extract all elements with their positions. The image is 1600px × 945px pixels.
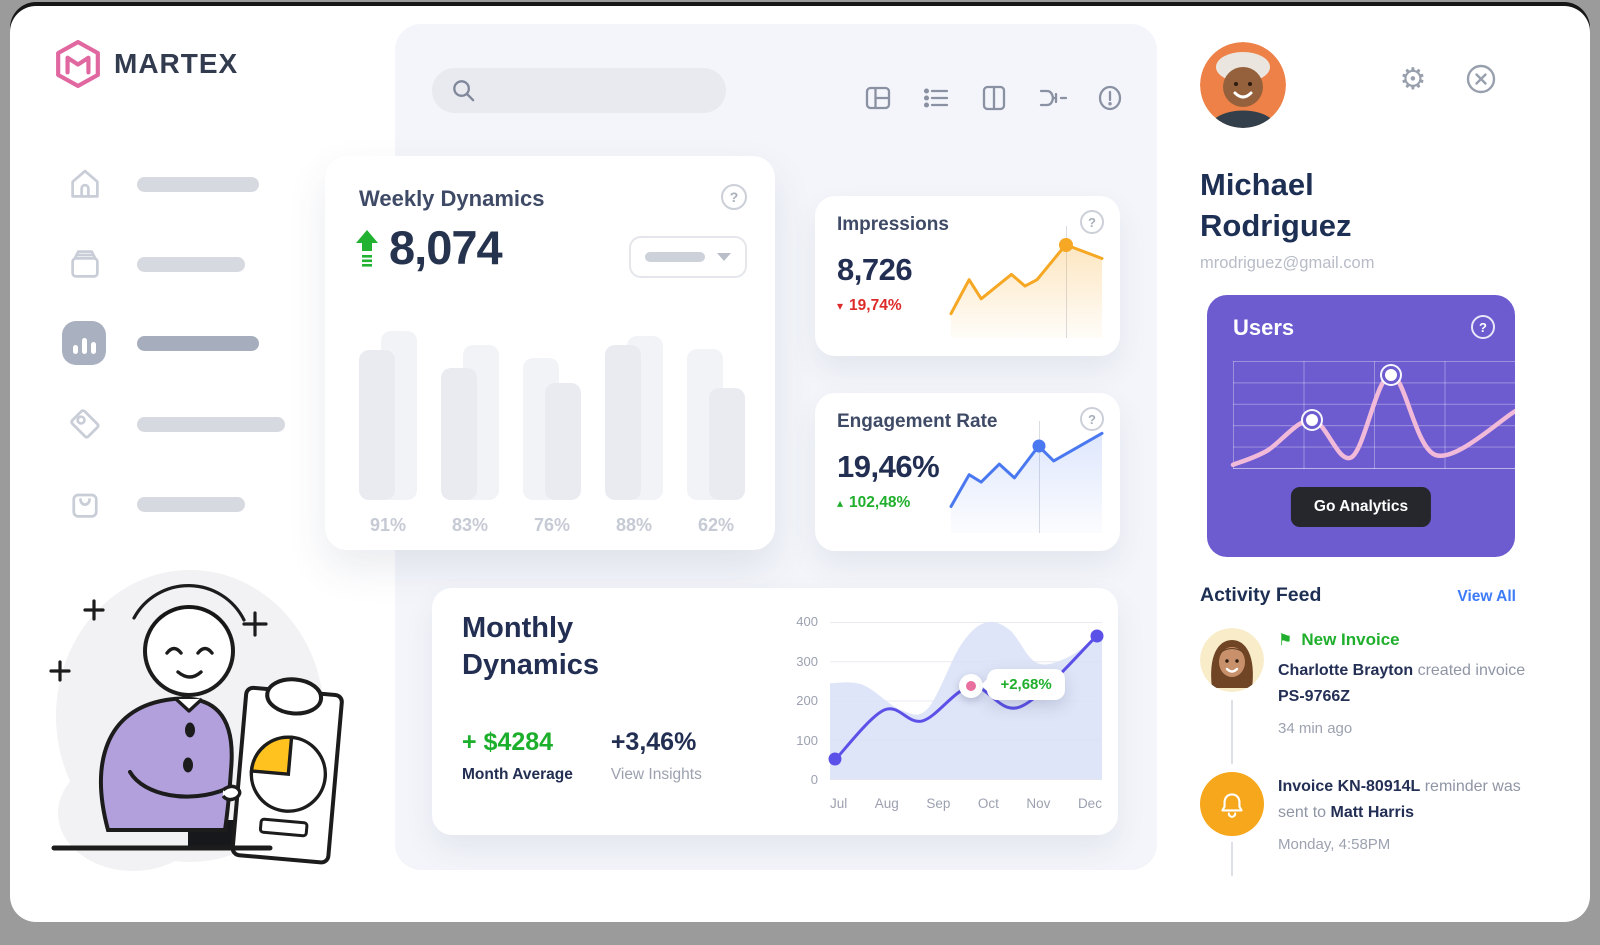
impressions-title: Impressions [837, 214, 949, 235]
feed-connector [1231, 842, 1233, 876]
engagement-rate-card: Engagement Rate ? 19,46% ▴ 102,48% [815, 393, 1120, 551]
sidebar-item-home[interactable] [62, 161, 259, 207]
monthly-dynamics-card: Monthly Dynamics + $4284 Month Average +… [432, 588, 1118, 835]
chevron-down-icon [717, 253, 731, 261]
table-view-icon[interactable] [862, 82, 894, 114]
list-view-icon[interactable] [920, 82, 952, 114]
engagement-sparkline [951, 421, 1102, 533]
weekly-dynamics-card: Weekly Dynamics ? 8,074 91% 83% 76% 88% 62% [325, 156, 775, 550]
sidebar-label-placeholder [137, 416, 285, 432]
help-icon[interactable]: ? [1471, 315, 1495, 339]
trend-up-icon [356, 229, 378, 267]
go-analytics-button[interactable]: Go Analytics [1290, 487, 1432, 527]
app-window: MARTEX [10, 6, 1590, 922]
triangle-up-icon: ▴ [837, 496, 844, 510]
tag-icon [62, 401, 108, 447]
analytics-icon [62, 321, 106, 365]
impressions-card: Impressions ? 8,726 ▾ 19,74% [815, 196, 1120, 356]
chart-tooltip: +2,68% [987, 669, 1065, 701]
close-icon[interactable] [1464, 62, 1498, 96]
chart-data-point [1090, 629, 1104, 643]
logo[interactable]: MARTEX [55, 40, 238, 88]
search-bar[interactable] [432, 68, 726, 113]
engagement-title: Engagement Rate [837, 411, 998, 432]
users-title: Users [1233, 315, 1295, 340]
chart-data-point [1058, 237, 1073, 252]
x-axis-labels: Jul Aug Sep Oct Nov Dec [830, 796, 1102, 811]
feed-item-time: Monday, 4:58PM [1278, 836, 1391, 853]
y-axis-labels: 400 300 200 100 0 [796, 614, 818, 787]
flow-view-icon[interactable] [1036, 82, 1068, 114]
sidebar-label-placeholder [137, 335, 259, 351]
engagement-delta: ▴ 102,48% [837, 494, 911, 511]
weekly-bar-chart: 91% 83% 76% 88% 62% [359, 316, 745, 536]
chart-data-point [1032, 439, 1046, 453]
reminder-bell-icon [1200, 772, 1264, 836]
new-invoice-badge: ⚑ New Invoice [1278, 630, 1400, 649]
chart-data-point [1384, 368, 1397, 381]
feed-item-text: Charlotte Brayton created invoice PS-976… [1278, 662, 1526, 705]
monthly-title: Monthly Dynamics [462, 612, 600, 681]
user-avatar[interactable] [1200, 42, 1286, 128]
monthly-line-chart: 400 300 200 100 0 +2,68% Jul Aug Sep Oct Nov Dec [784, 614, 1104, 828]
profile-email: mrodriguez@gmail.com [1200, 254, 1375, 272]
home-icon [62, 161, 108, 207]
search-input[interactable] [487, 81, 717, 100]
impressions-value: 8,726 [837, 252, 913, 287]
sidebar-item-analytics[interactable] [62, 321, 259, 365]
search-icon [453, 80, 475, 102]
sidebar-label-placeholder [137, 256, 245, 272]
impressions-delta: ▾ 19,74% [837, 297, 902, 314]
feed-item[interactable]: ⚑ New Invoice Charlotte Brayton created … [1278, 630, 1530, 737]
feed-connector [1231, 700, 1233, 764]
profile-name: Michael Rodriguez [1200, 167, 1352, 243]
sidebar-label-placeholder [137, 496, 245, 512]
alerts-icon[interactable] [1094, 82, 1126, 114]
weekly-value-number: 8,074 [389, 221, 503, 274]
insight-value: +3,46% [610, 728, 697, 756]
view-toolbar [862, 82, 1126, 114]
feed-item-text: Invoice KN-80914L reminder was sent to M… [1278, 778, 1521, 821]
chart-data-point [959, 674, 984, 699]
chart-data-point [1305, 413, 1318, 426]
orders-icon [62, 481, 108, 527]
triangle-down-icon: ▾ [837, 299, 844, 313]
monthly-stats: + $4284 Month Average +3,46% View Insigh… [462, 728, 702, 784]
sidebar-item-products[interactable] [62, 241, 245, 287]
flag-icon: ⚑ [1278, 632, 1293, 649]
logo-icon [56, 40, 100, 88]
monthly-plot: +2,68% [828, 621, 1104, 780]
activity-feed-title: Activity Feed [1200, 584, 1322, 606]
sidebar-item-tags[interactable] [62, 401, 285, 447]
period-select[interactable] [629, 236, 747, 278]
help-icon[interactable]: ? [721, 184, 747, 210]
help-icon[interactable]: ? [1080, 407, 1104, 431]
view-insights-link[interactable]: View Insights [610, 766, 702, 783]
activity-feed-header: Activity Feed View All [1200, 584, 1516, 607]
settings-gear-icon[interactable]: ⚙ [1399, 62, 1427, 96]
month-average-label: Month Average [462, 766, 573, 783]
sidebar-item-orders[interactable] [62, 481, 245, 527]
view-all-link[interactable]: View All [1457, 588, 1516, 605]
impressions-sparkline [951, 226, 1102, 338]
chart-data-point [828, 752, 842, 766]
split-view-icon[interactable] [978, 82, 1010, 114]
month-average-value: + $4284 [462, 728, 554, 756]
feed-avatar [1200, 628, 1264, 692]
sidebar-label-placeholder [137, 176, 259, 192]
engagement-value: 19,46% [837, 449, 940, 484]
weekly-value: 8,074 [355, 220, 503, 275]
weekly-title: Weekly Dynamics [359, 186, 545, 211]
feed-item[interactable]: Invoice KN-80914L reminder was sent to M… [1278, 774, 1530, 853]
users-card: Users ? Go Analytics [1207, 295, 1515, 557]
select-placeholder [645, 252, 705, 262]
products-icon [62, 241, 108, 287]
logo-text: MARTEX [114, 48, 239, 79]
feed-item-time: 34 min ago [1278, 720, 1353, 737]
person-chart-illustration [38, 558, 350, 879]
users-wave-chart [1233, 361, 1515, 469]
help-icon[interactable]: ? [1080, 210, 1104, 234]
